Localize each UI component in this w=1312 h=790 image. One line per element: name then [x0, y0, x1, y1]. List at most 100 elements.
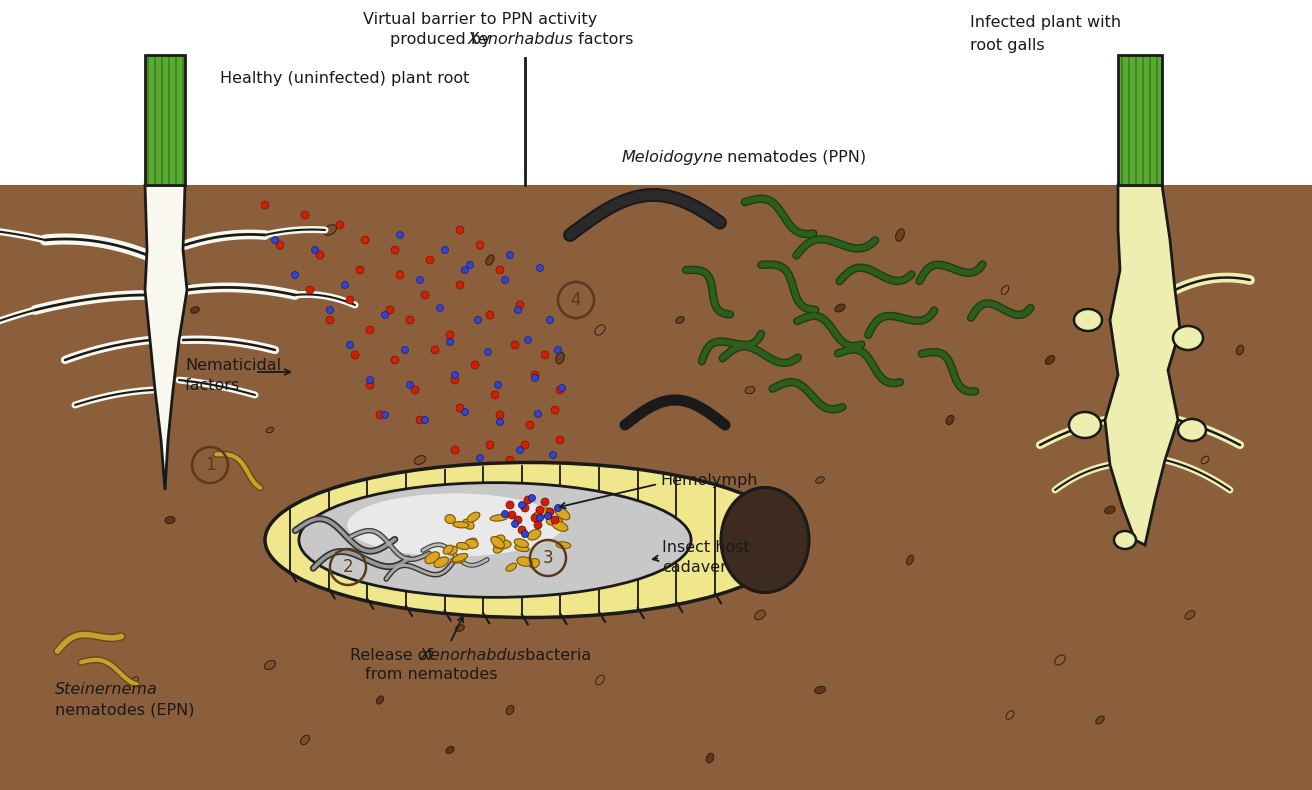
Ellipse shape	[463, 519, 474, 529]
Ellipse shape	[518, 526, 526, 534]
Ellipse shape	[467, 261, 474, 269]
Ellipse shape	[327, 307, 333, 314]
Ellipse shape	[541, 498, 548, 506]
Text: Release of: Release of	[350, 648, 438, 663]
Ellipse shape	[559, 385, 565, 392]
Ellipse shape	[261, 201, 269, 209]
Ellipse shape	[555, 505, 562, 511]
Ellipse shape	[907, 555, 913, 565]
Ellipse shape	[506, 251, 513, 258]
Ellipse shape	[366, 326, 374, 334]
Ellipse shape	[521, 531, 529, 537]
Ellipse shape	[547, 317, 554, 323]
Ellipse shape	[527, 529, 541, 540]
Ellipse shape	[1178, 419, 1206, 441]
Ellipse shape	[531, 374, 538, 382]
Ellipse shape	[361, 236, 369, 244]
Ellipse shape	[299, 483, 691, 597]
Ellipse shape	[534, 521, 542, 529]
Text: Virtual barrier to PPN activity: Virtual barrier to PPN activity	[363, 12, 597, 27]
Ellipse shape	[706, 753, 714, 763]
Ellipse shape	[1114, 531, 1136, 549]
Ellipse shape	[555, 507, 569, 520]
Text: 3: 3	[543, 549, 554, 567]
Ellipse shape	[531, 514, 539, 522]
Ellipse shape	[415, 456, 425, 465]
Ellipse shape	[131, 677, 138, 683]
Ellipse shape	[544, 513, 551, 520]
Ellipse shape	[491, 514, 508, 521]
Text: Infected plant with: Infected plant with	[970, 14, 1122, 29]
Ellipse shape	[476, 241, 484, 249]
Ellipse shape	[722, 487, 810, 592]
Ellipse shape	[896, 229, 904, 241]
Ellipse shape	[396, 231, 404, 239]
Text: from nematodes: from nematodes	[365, 667, 497, 682]
Ellipse shape	[475, 317, 482, 323]
Ellipse shape	[453, 554, 468, 562]
Ellipse shape	[190, 307, 199, 313]
Text: 2: 2	[342, 558, 353, 576]
Ellipse shape	[434, 557, 449, 567]
Ellipse shape	[546, 517, 563, 525]
Ellipse shape	[348, 494, 563, 556]
Ellipse shape	[421, 291, 429, 299]
Ellipse shape	[346, 296, 354, 304]
Ellipse shape	[467, 512, 480, 522]
Text: Hemolymph: Hemolymph	[660, 472, 757, 487]
Ellipse shape	[525, 337, 531, 344]
Text: 1: 1	[205, 456, 215, 474]
Ellipse shape	[484, 348, 492, 356]
Text: cadaver: cadaver	[663, 560, 727, 575]
Ellipse shape	[425, 551, 440, 564]
Ellipse shape	[446, 747, 454, 754]
Ellipse shape	[556, 386, 564, 394]
Ellipse shape	[491, 391, 499, 399]
Ellipse shape	[1156, 291, 1164, 299]
Ellipse shape	[476, 454, 484, 461]
Ellipse shape	[485, 255, 495, 265]
Ellipse shape	[466, 538, 476, 546]
Ellipse shape	[311, 246, 319, 254]
Ellipse shape	[493, 535, 505, 546]
Text: Healthy (uninfected) plant root: Healthy (uninfected) plant root	[220, 70, 470, 85]
Ellipse shape	[546, 508, 554, 516]
Ellipse shape	[514, 539, 529, 547]
Ellipse shape	[184, 284, 192, 292]
Ellipse shape	[446, 338, 454, 345]
Ellipse shape	[446, 331, 454, 339]
Ellipse shape	[336, 221, 344, 229]
Ellipse shape	[443, 545, 453, 554]
Text: Steinernema: Steinernema	[55, 683, 157, 698]
Ellipse shape	[1075, 309, 1102, 331]
Ellipse shape	[416, 416, 424, 424]
Ellipse shape	[366, 381, 374, 389]
Ellipse shape	[521, 441, 529, 449]
Ellipse shape	[1055, 655, 1065, 665]
Text: root galls: root galls	[970, 37, 1044, 52]
Ellipse shape	[514, 307, 521, 314]
Bar	[1118, 55, 1162, 185]
Ellipse shape	[555, 347, 562, 353]
Ellipse shape	[676, 317, 684, 323]
Ellipse shape	[451, 376, 459, 384]
Ellipse shape	[451, 446, 459, 454]
Text: Insect host: Insect host	[663, 540, 749, 555]
Text: Xenorhabdus: Xenorhabdus	[468, 32, 575, 47]
Ellipse shape	[834, 304, 845, 312]
Ellipse shape	[537, 514, 543, 521]
Ellipse shape	[537, 265, 543, 272]
Ellipse shape	[405, 316, 415, 324]
Ellipse shape	[437, 304, 443, 311]
Ellipse shape	[517, 557, 533, 566]
Ellipse shape	[341, 281, 349, 288]
Ellipse shape	[1185, 611, 1195, 619]
Ellipse shape	[265, 660, 276, 670]
Ellipse shape	[445, 514, 455, 524]
Ellipse shape	[1006, 711, 1014, 719]
Ellipse shape	[450, 557, 464, 563]
Ellipse shape	[506, 501, 514, 509]
Ellipse shape	[533, 510, 550, 519]
Ellipse shape	[596, 675, 605, 685]
Ellipse shape	[496, 411, 504, 419]
